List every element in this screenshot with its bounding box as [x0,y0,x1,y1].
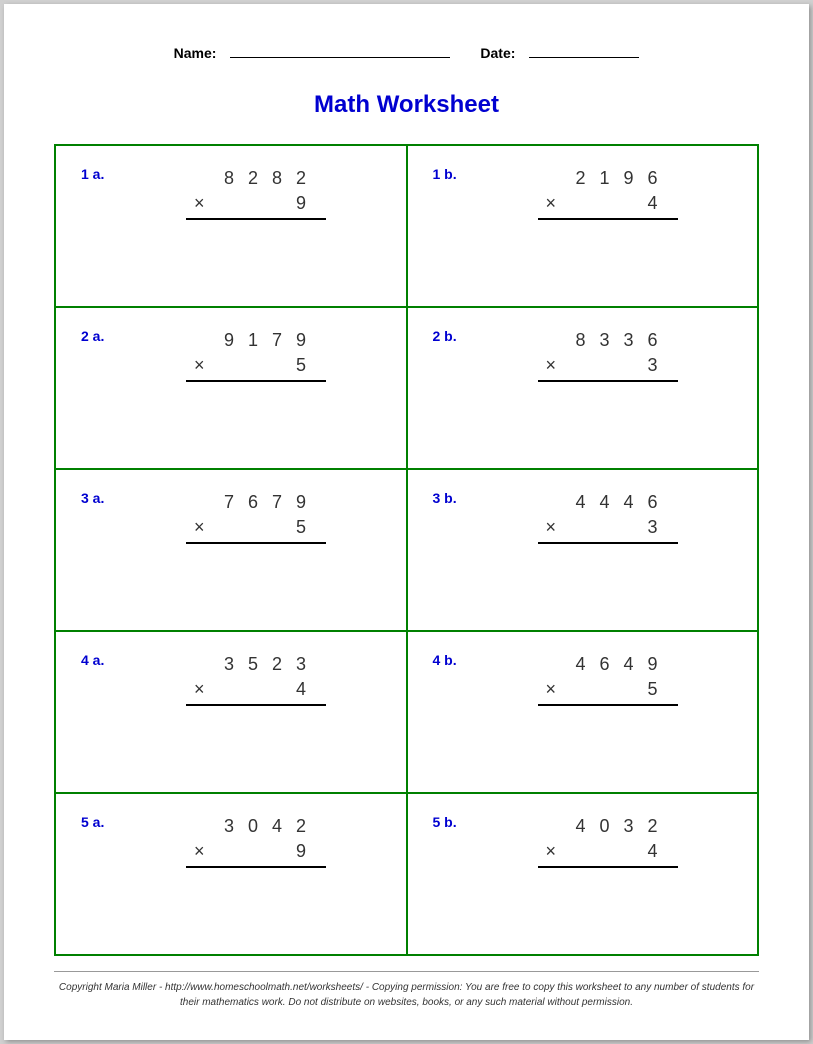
name-blank [230,44,450,58]
problem-label: 5 b. [433,814,457,830]
problem-cell: 4 a.3523×4 [55,631,407,793]
multiplier-row: ×9 [176,839,326,864]
multiplicand: 7679 [176,490,326,515]
operator: × [546,677,557,702]
operator: × [546,191,557,216]
problem-underline [186,218,326,220]
multiplicand: 4032 [528,814,678,839]
problem-cell: 3 b.4446×3 [407,469,759,631]
multiplier-row: ×4 [528,839,678,864]
multiplier-row: ×4 [528,191,678,216]
problem-underline [538,218,678,220]
multiplicand: 3042 [176,814,326,839]
page-title: Math Worksheet [54,91,759,119]
problem-underline [538,866,678,868]
multiplicand: 3523 [176,652,326,677]
problem-underline [186,704,326,706]
operator: × [194,839,205,864]
problem-cell: 1 a.8282×9 [55,145,407,307]
problem-underline [186,866,326,868]
multiplication-problem: 8282×9 [176,166,326,220]
header-line: Name: Date: [54,44,759,61]
operator: × [194,515,205,540]
problem-label: 3 a. [81,490,104,506]
multiplier: 5 [296,515,320,540]
problem-label: 4 b. [433,652,457,668]
multiplicand: 2196 [528,166,678,191]
multiplier: 3 [647,353,671,378]
problem-underline [538,542,678,544]
problem-underline [538,704,678,706]
multiplier: 9 [296,839,320,864]
multiplication-problem: 9179×5 [176,328,326,382]
multiplicand: 8282 [176,166,326,191]
multiplier-row: ×3 [528,353,678,378]
multiplication-problem: 3523×4 [176,652,326,706]
multiplication-problem: 2196×4 [528,166,678,220]
operator: × [194,677,205,702]
multiplier-row: ×9 [176,191,326,216]
multiplication-problem: 4032×4 [528,814,678,868]
problem-cell: 5 a.3042×9 [55,793,407,955]
operator: × [546,353,557,378]
multiplier-row: ×4 [176,677,326,702]
problem-label: 4 a. [81,652,104,668]
worksheet-page: Name: Date: Math Worksheet 1 a.8282×91 b… [4,4,809,1040]
problem-label: 2 a. [81,328,104,344]
multiplier: 4 [647,191,671,216]
problem-cell: 1 b.2196×4 [407,145,759,307]
problem-cell: 3 a.7679×5 [55,469,407,631]
multiplicand: 4446 [528,490,678,515]
multiplication-problem: 4649×5 [528,652,678,706]
problem-label: 5 a. [81,814,104,830]
problem-label: 1 b. [433,166,457,182]
problem-label: 2 b. [433,328,457,344]
problem-label: 1 a. [81,166,104,182]
multiplier-row: ×5 [528,677,678,702]
multiplier: 5 [647,677,671,702]
multiplication-problem: 8336×3 [528,328,678,382]
multiplier: 4 [647,839,671,864]
multiplier: 4 [296,677,320,702]
operator: × [546,515,557,540]
problem-label: 3 b. [433,490,457,506]
problem-cell: 5 b.4032×4 [407,793,759,955]
multiplication-problem: 7679×5 [176,490,326,544]
multiplier: 3 [647,515,671,540]
problem-grid: 1 a.8282×91 b.2196×42 a.9179×52 b.8336×3… [54,144,759,956]
footer-text: Copyright Maria Miller - http://www.home… [54,971,759,1010]
multiplier: 9 [296,191,320,216]
multiplier-row: ×5 [176,353,326,378]
operator: × [546,839,557,864]
problem-underline [186,380,326,382]
problem-cell: 4 b.4649×5 [407,631,759,793]
date-label: Date: [480,45,515,61]
problem-cell: 2 b.8336×3 [407,307,759,469]
multiplicand: 4649 [528,652,678,677]
multiplicand: 9179 [176,328,326,353]
problem-cell: 2 a.9179×5 [55,307,407,469]
date-blank [529,44,639,58]
multiplier: 5 [296,353,320,378]
operator: × [194,191,205,216]
multiplicand: 8336 [528,328,678,353]
problem-underline [538,380,678,382]
multiplication-problem: 4446×3 [528,490,678,544]
problem-underline [186,542,326,544]
multiplier-row: ×3 [528,515,678,540]
operator: × [194,353,205,378]
name-label: Name: [174,45,217,61]
multiplication-problem: 3042×9 [176,814,326,868]
multiplier-row: ×5 [176,515,326,540]
